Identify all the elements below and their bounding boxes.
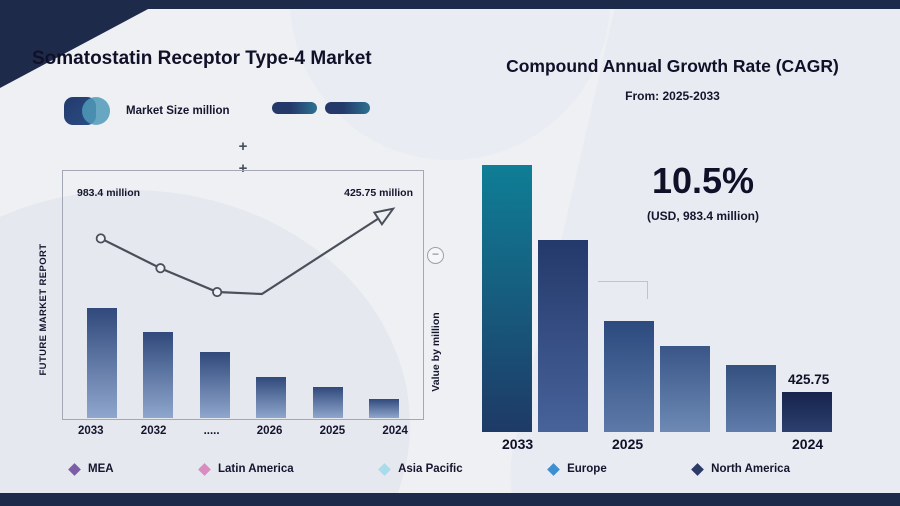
step-line-decoration [598, 281, 648, 299]
legend-pills [272, 102, 370, 114]
left-bar-2025 [312, 387, 343, 418]
right-bar-2033 [538, 240, 588, 432]
plus-icon: + [238, 138, 248, 155]
left-chart-title: Somatostatin Receptor Type-4 Market [32, 48, 372, 69]
legend-label: Asia Pacific [398, 463, 463, 475]
background-shape [290, 0, 610, 160]
right-x-axis-label: 2024 [792, 436, 824, 452]
corner-triangle [0, 0, 165, 88]
right-x-axis-label: 2033 [502, 436, 534, 452]
legend-pill-icon [325, 102, 370, 114]
cagr-caption: (USD, 983.4 million) [646, 209, 760, 223]
x-axis-label: 2026 [256, 425, 283, 437]
diamond-icon [547, 462, 560, 476]
legend-label: Europe [567, 463, 607, 475]
legend-item-north-america: North America [691, 462, 790, 476]
legend-label: Latin America [218, 463, 294, 475]
right-y-axis-label: Value by million [430, 312, 442, 392]
trend-arrow [95, 207, 396, 298]
left-y-axis-label: FUTURE MARKET REPORT [38, 243, 49, 376]
cagr-value: 10.5% [651, 160, 755, 201]
right-bar-2024 [726, 364, 776, 432]
diamond-icon [198, 462, 211, 476]
x-axis-label: ..... [203, 425, 220, 437]
right-bars [482, 162, 834, 432]
x-axis-label: 2024 [382, 425, 408, 437]
bottom-border-bar [0, 493, 900, 506]
legend-pill-icon [272, 102, 317, 114]
left-chart-frame: 983.4 million 425.75 million [62, 170, 424, 420]
x-axis-label: 2033 [78, 425, 104, 437]
bottom-legend: MEA Latin America Asia Pacific Europe North … [68, 462, 790, 476]
right-bar-2024 [782, 391, 832, 432]
diamond-icon [68, 462, 81, 476]
plus-icon: + [238, 160, 248, 177]
left-bar-2032 [143, 331, 174, 418]
left-bars [75, 300, 411, 418]
right-x-axis-label: 2025 [612, 436, 644, 452]
diamond-icon [691, 462, 705, 476]
legend-item-asia-pacific: Asia Pacific [378, 462, 463, 476]
right-chart-subtitle: From: 2025-2033 [625, 89, 720, 103]
minus-circle-icon: − [427, 247, 444, 264]
legend-item-europe: Europe [547, 462, 607, 476]
x-axis-label: 2025 [319, 425, 346, 437]
diamond-icon [378, 462, 391, 476]
x-axis-label: 2032 [140, 425, 167, 437]
legend-label: MEA [88, 463, 114, 475]
annotation-right-value: 425.75 million [344, 187, 413, 199]
left-bar-2033 [87, 308, 117, 418]
legend-item-latin-america: Latin America [198, 462, 294, 476]
left-bar-..... [199, 351, 230, 418]
right-chart-title: Compound Annual Growth Rate (CAGR) [506, 56, 839, 76]
right-bar-2025 [604, 321, 654, 432]
right-bar-2033 [482, 164, 532, 432]
value-annotation: 425.75 [788, 372, 830, 387]
market-size-legend-label: Market Size million [126, 105, 230, 117]
left-bar-2024 [368, 399, 399, 418]
legend-item-mea: MEA [68, 462, 114, 476]
right-bar-2025 [660, 345, 710, 432]
market-size-icon [64, 96, 114, 126]
market-size-legend: Market Size million [64, 94, 384, 128]
plus-icons: + + [233, 136, 253, 180]
legend-label: North America [711, 463, 790, 475]
left-bar-2026 [256, 376, 287, 418]
top-border-bar [0, 0, 900, 9]
left-x-labels: 2033 2032..... 2026 2025 2024 [62, 425, 424, 437]
annotation-left-value: 983.4 million [77, 187, 141, 199]
